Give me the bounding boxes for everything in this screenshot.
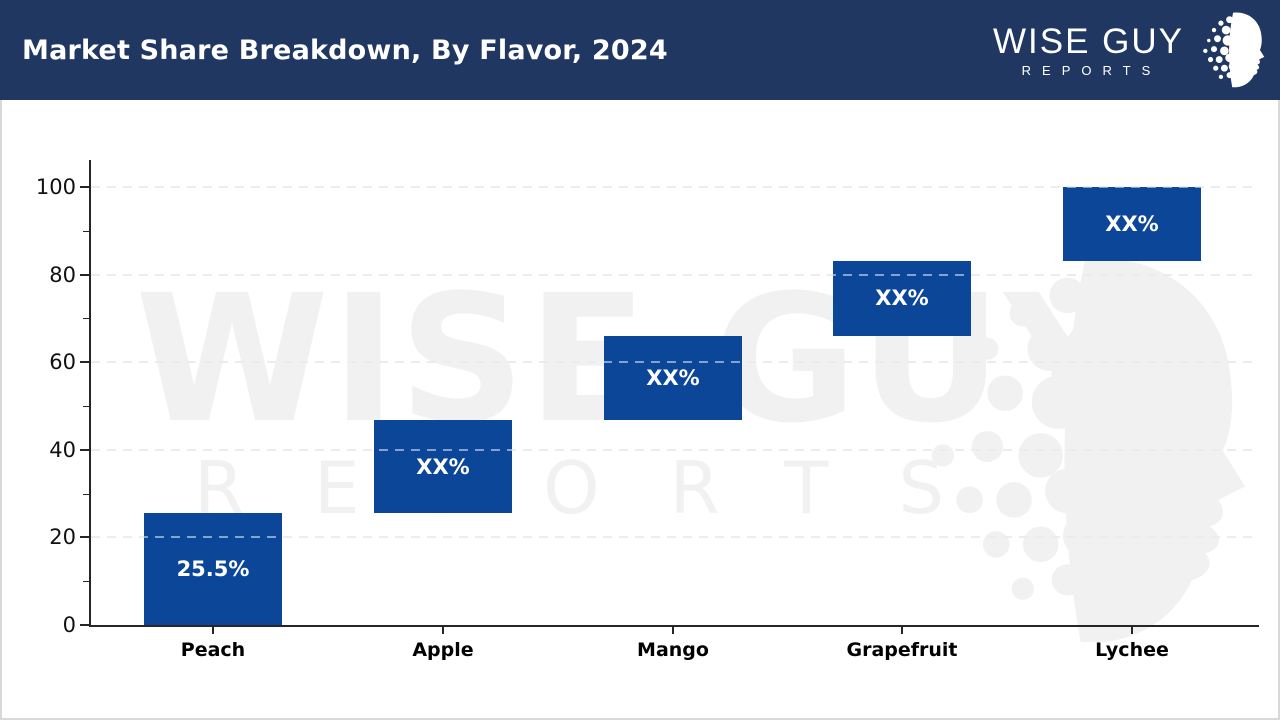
bar-mango: XX% [604,335,742,420]
logo-wordmark: WISE GUY [992,21,1184,61]
logo-text: WISE GUY REPORTS [993,24,1184,77]
x-axis-tick [442,627,444,634]
plot-area: WISE GUY REPORTS 0 20 40 60 80 100 25.5% Peach X… [2,100,1278,718]
y-axis-tick-label: 60 [49,350,76,375]
y-axis-tick [80,361,89,364]
x-axis-line [89,625,1259,627]
chart-card: WISE GUY REPORTS 0 20 40 60 80 100 25.5% Peach X… [0,100,1280,720]
gridline-overlay-80 [91,273,1258,276]
x-axis-tick [212,627,214,634]
header-bar: Market Share Breakdown, By Flavor, 2024 … [0,0,1280,100]
gridline-overlay-20 [91,536,1258,539]
x-axis-category-label: Mango [637,639,709,661]
watermark-subtext: REPORTS [194,446,1015,530]
y-axis-tick [80,273,89,276]
bar-value-label: 25.5% [176,557,250,582]
x-axis-category-label: Grapefruit [846,639,958,661]
y-axis-tick [80,186,89,188]
y-axis-tick-label: 100 [35,175,76,199]
y-axis-tick-label: 20 [49,525,76,550]
wise-guy-reports-logo: WISE GUY REPORTS [993,8,1266,92]
y-axis-minor-tick [83,406,89,407]
x-axis-category-label: Peach [180,639,246,661]
bar-peach: 25.5% [144,513,282,625]
bar-value-label: XX% [646,365,700,390]
bar-lychee: XX% [1063,187,1201,261]
x-axis-tick [901,627,903,634]
y-axis-tick-label: 40 [49,437,76,462]
x-axis-tick [1131,627,1133,634]
gridline-overlay-40 [91,448,1258,451]
y-axis-line [89,160,91,627]
y-axis-minor-tick [83,493,89,495]
gridline-overlay-100 [91,186,1258,188]
y-axis-tick [80,536,89,539]
bar-apple: XX% [374,420,512,514]
y-axis-tick-label: 0 [62,613,76,637]
logo-subtext: REPORTS [1021,62,1162,78]
x-axis-category-label: Apple [412,639,474,661]
y-axis-minor-tick [83,318,89,320]
bar-value-label: XX% [416,454,470,479]
y-axis-tick-label: 80 [49,262,76,287]
x-axis-category-label: Lychee [1095,639,1169,661]
y-axis-minor-tick [83,581,89,583]
x-axis-tick [672,627,674,634]
bar-value-label: XX% [875,286,929,311]
bar-grapefruit: XX% [833,260,971,336]
y-axis-tick [80,448,89,451]
y-axis-minor-tick [83,230,89,232]
page-title: Market Share Breakdown, By Flavor, 2024 [22,34,668,66]
y-axis-tick [80,624,89,626]
bar-value-label: XX% [1105,211,1159,236]
gridline-overlay-60 [91,361,1258,364]
dotted-face-profile-icon [1188,8,1266,92]
